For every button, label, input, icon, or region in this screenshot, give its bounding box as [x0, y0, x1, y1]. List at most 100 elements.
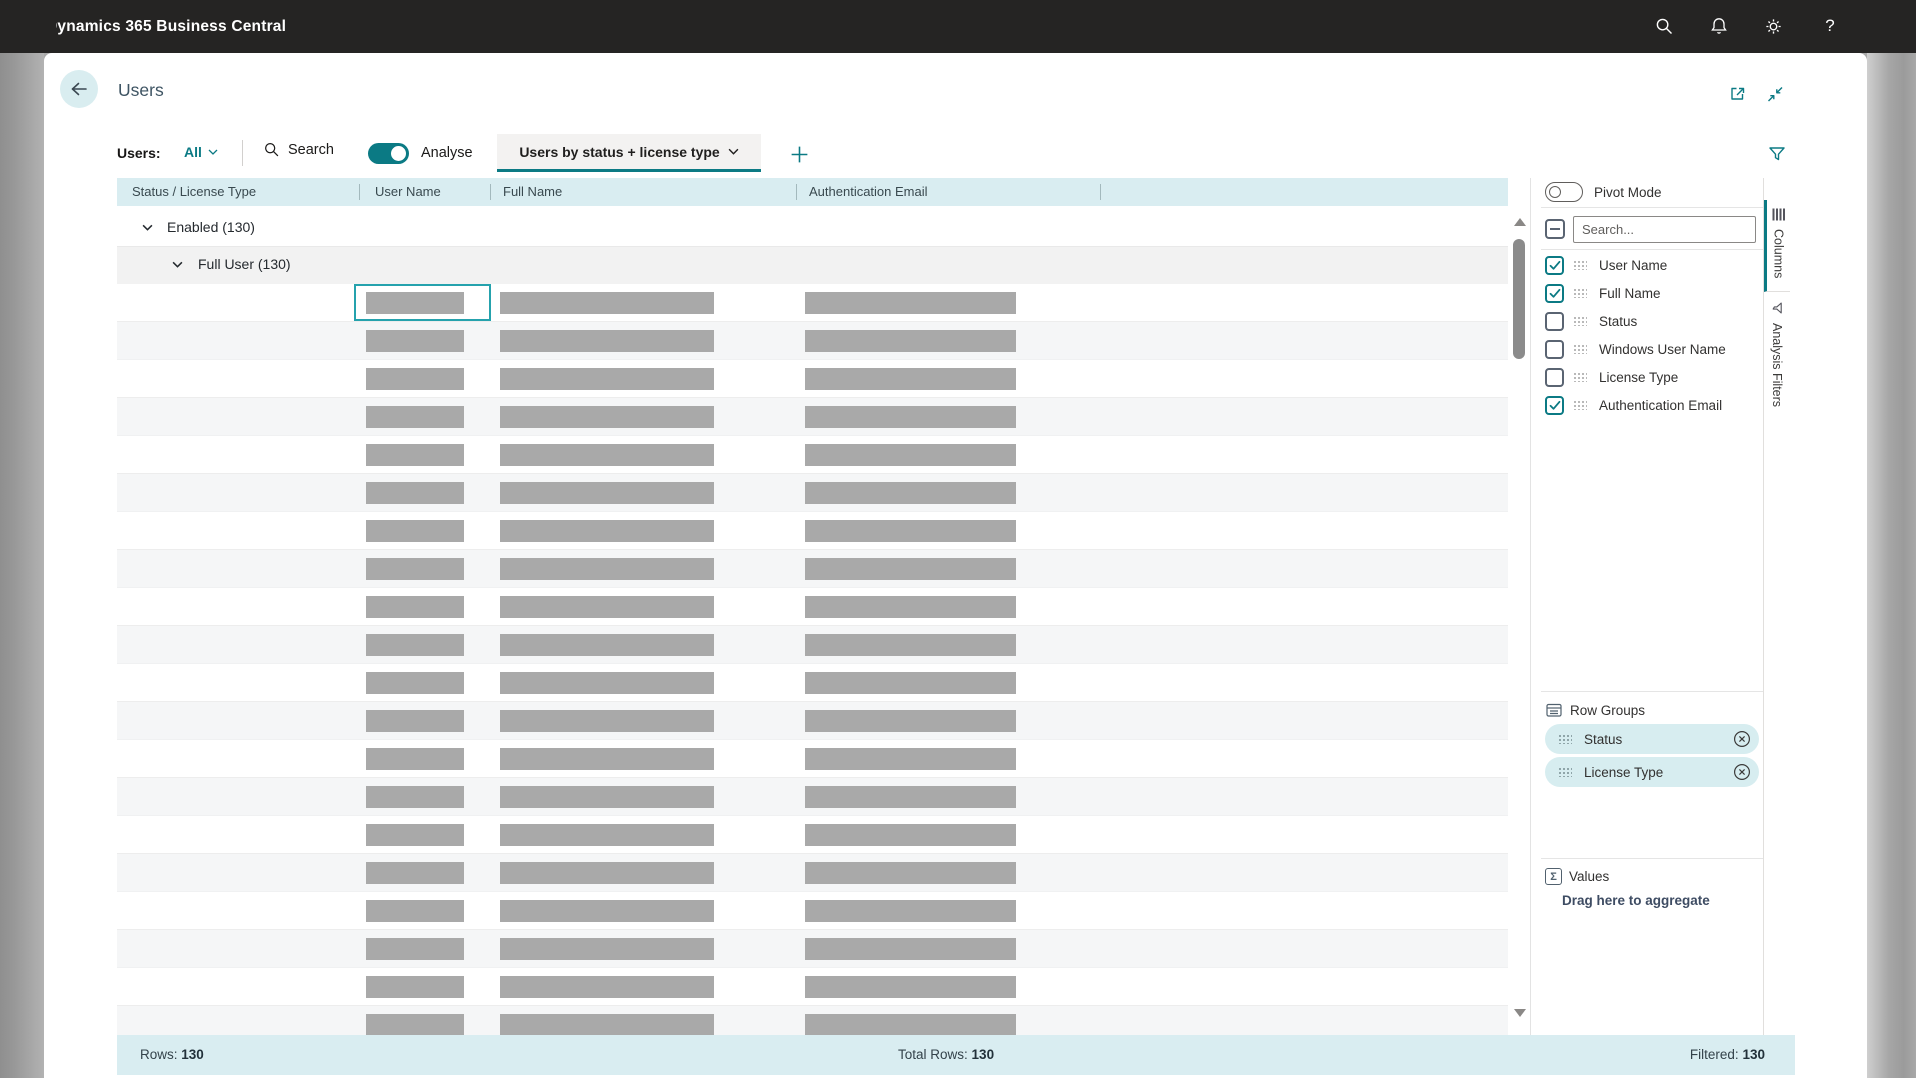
- columns-search-input[interactable]: [1573, 216, 1756, 243]
- grid-status-bar: Rows: 130 Total Rows: 130 Filtered: 130: [117, 1035, 1795, 1075]
- redacted-cell: [500, 330, 714, 352]
- view-filter-dropdown[interactable]: All: [184, 144, 218, 160]
- group-row-enabled[interactable]: Enabled (130): [117, 210, 1508, 247]
- field-checkbox[interactable]: [1545, 367, 1564, 387]
- select-all-checkbox[interactable]: [1545, 219, 1565, 239]
- redacted-cell: [500, 596, 714, 618]
- table-row[interactable]: [117, 854, 1508, 892]
- redacted-cell: [366, 330, 464, 352]
- row-groups-header: Row Groups: [1545, 701, 1645, 719]
- check-icon: [1549, 260, 1560, 270]
- remove-row-group-button[interactable]: [1731, 729, 1752, 750]
- table-row[interactable]: [117, 360, 1508, 398]
- drag-handle-icon[interactable]: [1558, 734, 1572, 744]
- plus-icon: [791, 146, 807, 162]
- column-field-item[interactable]: Windows User Name: [1541, 335, 1763, 363]
- toggle-knob: [1549, 186, 1561, 198]
- side-tab-strip: Columns Analysis Filters: [1764, 178, 1790, 1035]
- pivot-mode-label: Pivot Mode: [1594, 185, 1662, 200]
- table-row[interactable]: [117, 816, 1508, 854]
- analysis-view-tab[interactable]: Users by status + license type: [497, 134, 761, 172]
- column-field-item[interactable]: User Name: [1541, 251, 1763, 279]
- table-row[interactable]: [117, 740, 1508, 778]
- chevron-down-icon: [208, 149, 218, 155]
- back-button[interactable]: [60, 70, 98, 108]
- column-field-item[interactable]: Full Name: [1541, 279, 1763, 307]
- pivot-mode-toggle[interactable]: [1545, 182, 1583, 202]
- remove-circle-icon: [1733, 730, 1750, 748]
- table-row[interactable]: [117, 892, 1508, 930]
- table-row[interactable]: [117, 436, 1508, 474]
- add-analysis-tab-button[interactable]: [786, 141, 812, 167]
- table-row[interactable]: [117, 626, 1508, 664]
- drag-handle-icon[interactable]: [1573, 260, 1587, 270]
- table-row[interactable]: [117, 398, 1508, 436]
- minimize-collapse-icon[interactable]: [1761, 80, 1787, 106]
- field-checkbox[interactable]: [1545, 395, 1564, 415]
- users-analysis-grid: Status / License Type User Name Full Nam…: [117, 178, 1508, 1035]
- group-label: Full User (130): [198, 256, 291, 272]
- table-row[interactable]: [117, 588, 1508, 626]
- scroll-down-arrow-icon[interactable]: [1514, 1009, 1526, 1017]
- filter-funnel-icon[interactable]: [1764, 141, 1790, 167]
- search-button[interactable]: Search: [263, 141, 334, 158]
- selected-cell[interactable]: [354, 284, 491, 321]
- drag-handle-icon[interactable]: [1573, 288, 1587, 298]
- table-row[interactable]: [117, 702, 1508, 740]
- field-checkbox[interactable]: [1545, 339, 1564, 359]
- search-icon[interactable]: [1648, 10, 1680, 42]
- table-row[interactable]: [117, 968, 1508, 1006]
- row-group-chip[interactable]: License Type: [1545, 757, 1759, 787]
- scrollbar-thumb[interactable]: [1513, 239, 1525, 359]
- grid-scrollbar[interactable]: [1508, 178, 1531, 1035]
- open-in-new-window-icon[interactable]: [1724, 80, 1750, 106]
- column-header-auth-email[interactable]: Authentication Email: [809, 184, 928, 199]
- table-row[interactable]: [117, 322, 1508, 360]
- field-checkbox[interactable]: [1545, 311, 1564, 331]
- table-row[interactable]: [117, 550, 1508, 588]
- settings-gear-icon[interactable]: [1757, 10, 1789, 42]
- chevron-down-icon[interactable]: [142, 224, 153, 231]
- pivot-mode-row: Pivot Mode: [1541, 178, 1763, 208]
- table-row[interactable]: [117, 474, 1508, 512]
- column-field-item[interactable]: License Type: [1541, 363, 1763, 391]
- analysis-view-tab-label: Users by status + license type: [519, 143, 720, 160]
- redacted-cell: [805, 862, 1016, 884]
- field-checkbox[interactable]: [1545, 255, 1564, 275]
- redacted-cell: [805, 444, 1016, 466]
- column-field-item[interactable]: Status: [1541, 307, 1763, 335]
- analyse-toggle[interactable]: [368, 143, 409, 164]
- chevron-down-icon[interactable]: [172, 261, 183, 268]
- table-row[interactable]: [117, 930, 1508, 968]
- row-group-chip[interactable]: Status: [1545, 724, 1759, 754]
- scroll-up-arrow-icon[interactable]: [1514, 218, 1526, 226]
- tab-columns[interactable]: Columns: [1764, 200, 1790, 292]
- drag-handle-icon[interactable]: [1573, 400, 1587, 410]
- table-row[interactable]: [117, 1006, 1508, 1035]
- column-header-user-name[interactable]: User Name: [375, 184, 441, 199]
- redacted-cell: [366, 976, 464, 998]
- redacted-cell: [366, 444, 464, 466]
- values-drop-zone[interactable]: Drag here to aggregate: [1562, 893, 1710, 908]
- drag-handle-icon[interactable]: [1573, 372, 1587, 382]
- remove-row-group-button[interactable]: [1731, 762, 1752, 783]
- field-checkbox[interactable]: [1545, 283, 1564, 303]
- notifications-bell-icon[interactable]: [1703, 10, 1735, 42]
- table-row[interactable]: [117, 778, 1508, 816]
- column-separator: [1100, 184, 1101, 200]
- column-header-status-license[interactable]: Status / License Type: [132, 184, 257, 199]
- drag-handle-icon[interactable]: [1558, 767, 1572, 777]
- field-label: Status: [1599, 313, 1638, 329]
- group-row-full-user[interactable]: Full User (130): [117, 247, 1508, 284]
- table-row[interactable]: [117, 512, 1508, 550]
- drag-handle-icon[interactable]: [1573, 316, 1587, 326]
- sigma-icon: Σ: [1545, 868, 1562, 885]
- table-row[interactable]: [117, 284, 1508, 322]
- column-field-item[interactable]: Authentication Email: [1541, 391, 1763, 419]
- tab-analysis-filters[interactable]: Analysis Filters: [1764, 293, 1790, 433]
- redacted-cell: [366, 596, 464, 618]
- table-row[interactable]: [117, 664, 1508, 702]
- help-icon[interactable]: ?: [1814, 10, 1846, 42]
- column-header-full-name[interactable]: Full Name: [503, 184, 563, 199]
- drag-handle-icon[interactable]: [1573, 344, 1587, 354]
